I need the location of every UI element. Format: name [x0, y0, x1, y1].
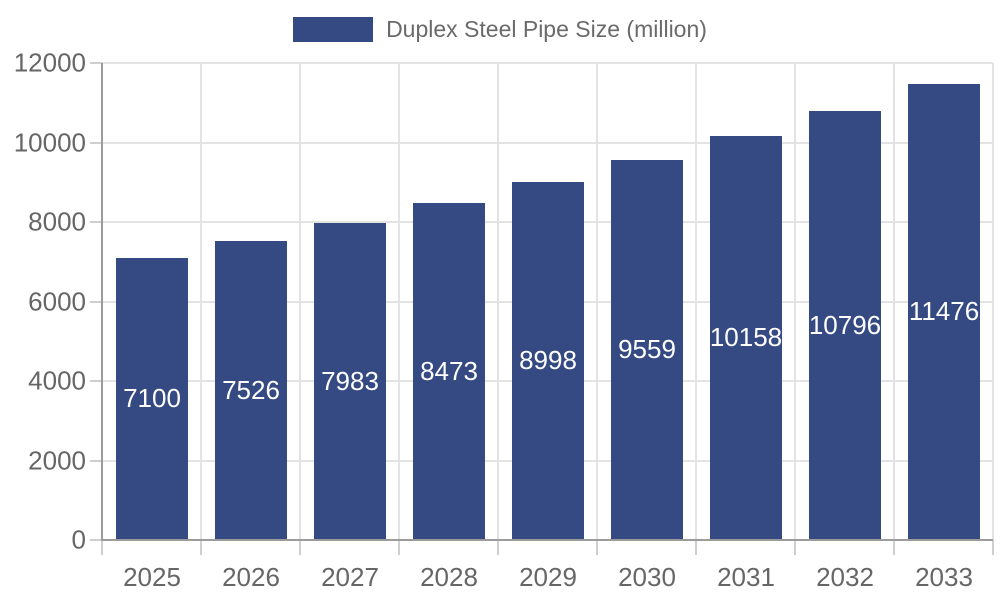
x-tick-mark [299, 540, 301, 555]
bar-value-label: 10796 [808, 309, 882, 340]
y-tick-mark [90, 539, 102, 541]
y-tick-mark [90, 221, 102, 223]
bar-2029[interactable]: 8998 [512, 182, 584, 539]
y-axis-tick-label: 6000 [28, 286, 86, 317]
y-gridline [102, 142, 993, 144]
y-axis-tick-label: 0 [71, 524, 86, 555]
bar-2033[interactable]: 11476 [908, 84, 980, 539]
x-axis-tick-label: 2025 [123, 562, 181, 592]
legend[interactable]: Duplex Steel Pipe Size (million) [0, 16, 1000, 42]
x-axis-tick-label: 2027 [321, 562, 379, 592]
y-axis-tick-label: 2000 [28, 445, 86, 476]
y-tick-mark [90, 62, 102, 64]
bar-value-label: 7100 [123, 383, 181, 413]
legend-swatch [293, 16, 374, 42]
x-tick-mark [497, 540, 499, 555]
x-axis-tick-label: 2026 [222, 562, 280, 592]
x-gridline [596, 63, 598, 540]
x-gridline [992, 63, 994, 540]
x-tick-mark [596, 540, 598, 555]
x-tick-mark [200, 540, 202, 555]
bar-2025[interactable]: 7100 [116, 258, 188, 539]
x-gridline [299, 63, 301, 540]
y-axis-tick-label: 12000 [13, 47, 86, 78]
y-axis-line [101, 63, 103, 541]
x-gridline [497, 63, 499, 540]
bar-2027[interactable]: 7983 [314, 223, 386, 539]
y-axis-tick-label: 4000 [28, 365, 86, 396]
bar-value-label: 8998 [519, 345, 577, 375]
x-tick-mark [893, 540, 895, 555]
y-tick-mark [90, 142, 102, 144]
bar-2028[interactable]: 8473 [413, 203, 485, 539]
x-gridline [893, 63, 895, 540]
x-axis-tick-label: 2033 [915, 562, 973, 592]
x-tick-mark [695, 540, 697, 555]
x-axis-tick-label: 2030 [618, 562, 676, 592]
bar-2032[interactable]: 10796 [809, 111, 881, 539]
x-gridline [794, 63, 796, 540]
bar-value-label: 9559 [618, 334, 676, 364]
y-gridline [102, 62, 993, 64]
bar-2026[interactable]: 7526 [215, 241, 287, 539]
x-axis-tick-label: 2031 [717, 562, 775, 592]
x-axis-tick-label: 2028 [420, 562, 478, 592]
y-tick-mark [90, 460, 102, 462]
y-tick-mark [90, 380, 102, 382]
y-axis-tick-label: 10000 [13, 127, 86, 158]
y-axis-tick-label: 8000 [28, 206, 86, 237]
bar-value-label: 11476 [908, 296, 980, 326]
bar-value-label: 7526 [222, 374, 280, 405]
bar-2031[interactable]: 10158 [710, 136, 782, 539]
bar-2030[interactable]: 9559 [611, 160, 683, 539]
x-tick-mark [794, 540, 796, 555]
x-tick-mark [398, 540, 400, 555]
x-tick-mark [101, 540, 103, 555]
x-gridline [695, 63, 697, 540]
bar-value-label: 7983 [321, 365, 379, 396]
x-axis-tick-label: 2029 [519, 562, 577, 592]
legend-label: Duplex Steel Pipe Size (million) [386, 16, 707, 42]
x-gridline [200, 63, 202, 540]
bar-value-label: 10158 [709, 322, 783, 352]
bar-value-label: 8473 [420, 355, 478, 386]
x-tick-mark [992, 540, 994, 555]
y-tick-mark [90, 301, 102, 303]
x-axis-tick-label: 2032 [816, 562, 874, 592]
x-axis-line [101, 539, 993, 541]
x-gridline [398, 63, 400, 540]
